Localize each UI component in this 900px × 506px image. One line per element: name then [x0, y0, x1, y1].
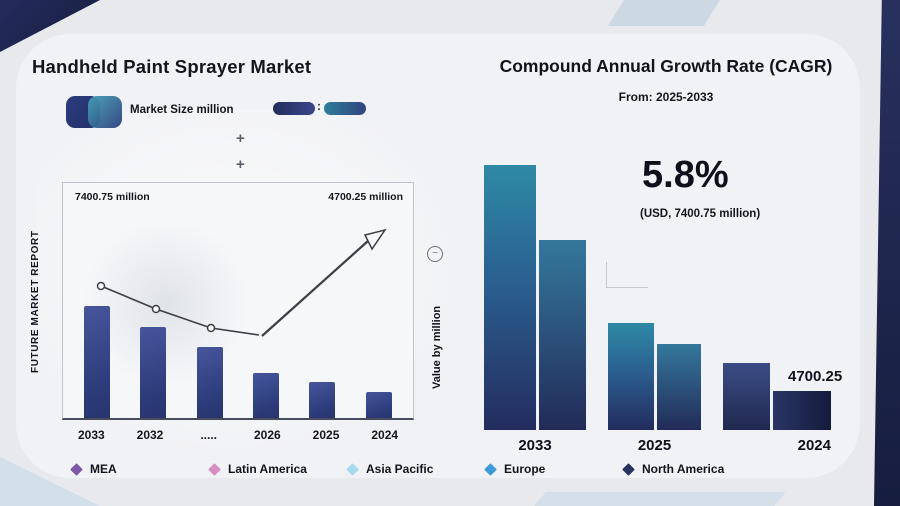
- right-bar: [539, 240, 586, 430]
- cagr-title: Compound Annual Growth Rate (CAGR): [499, 56, 833, 76]
- right-x-label: 2033: [518, 437, 552, 454]
- right-bar-group: [608, 323, 701, 430]
- legend-item-mea: MEA: [70, 462, 210, 476]
- left-x-label: 2026: [254, 428, 281, 442]
- right-edge-strip-decor: [874, 0, 900, 506]
- right-bar: [773, 391, 831, 430]
- left-chart-max-label: 7400.75 million: [75, 191, 150, 203]
- left-bar: [309, 382, 336, 418]
- left-bar: [253, 373, 280, 418]
- right-y-axis-label: Value by million: [431, 305, 443, 389]
- bottom-band-decor: [534, 492, 786, 506]
- legend-item-latin-america: Latin America: [208, 462, 348, 476]
- legend-label: Latin America: [228, 462, 307, 476]
- pill-separator: :: [317, 99, 321, 113]
- region-legend: MEA Latin America Asia Pacific Europe North …: [70, 462, 842, 476]
- diamond-icon: [70, 462, 83, 476]
- right-end-value-label: 4700.25: [788, 368, 843, 385]
- step-line-decor: [606, 262, 648, 288]
- trend-line: [96, 228, 387, 337]
- plus-decor: +: [236, 156, 245, 173]
- left-x-label: .....: [200, 428, 218, 442]
- left-chart: 7400.75 million 4700.25 million: [62, 182, 414, 420]
- left-bar: [365, 392, 392, 418]
- right-x-label: 2024: [797, 437, 831, 454]
- right-x-label: 2025: [637, 437, 672, 454]
- left-x-labels: 2033 2032..... 2026 2025 2024: [62, 428, 414, 442]
- left-bars: [69, 183, 407, 418]
- diamond-icon: [208, 462, 221, 476]
- legend-pill-teal: [324, 102, 366, 115]
- plus-decor: +: [236, 130, 245, 147]
- left-x-label: 2025: [312, 428, 340, 442]
- market-size-icon-overlay: [88, 96, 122, 128]
- left-bar: [140, 327, 167, 418]
- minus-glyph: −: [432, 248, 438, 259]
- left-x-label: 2024: [371, 428, 399, 442]
- diamond-icon: [346, 462, 359, 476]
- legend-label: Europe: [504, 462, 546, 476]
- cagr-subtitle: From: 2025-2033: [618, 90, 714, 104]
- page-title: Handheld Paint Sprayer Market: [32, 56, 312, 77]
- legend-pill-navy: [273, 102, 315, 115]
- left-x-label: 2033: [77, 428, 105, 442]
- right-bar-group: [484, 165, 586, 430]
- legend-label: MEA: [90, 462, 117, 476]
- market-size-label: Market Size million: [130, 104, 234, 116]
- circle-minus-icon: −: [427, 246, 443, 262]
- legend-item-europe: Europe: [484, 462, 624, 476]
- cagr-value: 5.8%: [642, 154, 729, 196]
- left-chart-min-label: 4700.25 million: [328, 191, 403, 203]
- right-x-labels: 2033 2025 2024: [484, 437, 831, 454]
- left-bar: [84, 306, 111, 418]
- cagr-note: (USD, 7400.75 million): [640, 208, 761, 220]
- right-bar: [608, 323, 654, 430]
- legend-item-asia-pacific: Asia Pacific: [346, 462, 486, 476]
- top-blue-quad-decor: [607, 0, 721, 26]
- left-x-label: 2032: [136, 428, 164, 442]
- right-bar: [484, 165, 536, 430]
- diamond-icon: [622, 462, 635, 476]
- right-bars: [484, 165, 831, 430]
- diamond-icon: [484, 462, 497, 476]
- left-bar: [196, 347, 223, 418]
- legend-label: Asia Pacific: [366, 462, 434, 476]
- legend-label: North America: [642, 462, 725, 476]
- left-y-axis-label: FUTURE MARKET REPORT: [30, 230, 41, 374]
- legend-item-north-america: North America: [622, 462, 762, 476]
- right-bar: [723, 363, 770, 430]
- right-bar: [657, 344, 701, 430]
- right-bar-group: [723, 363, 831, 430]
